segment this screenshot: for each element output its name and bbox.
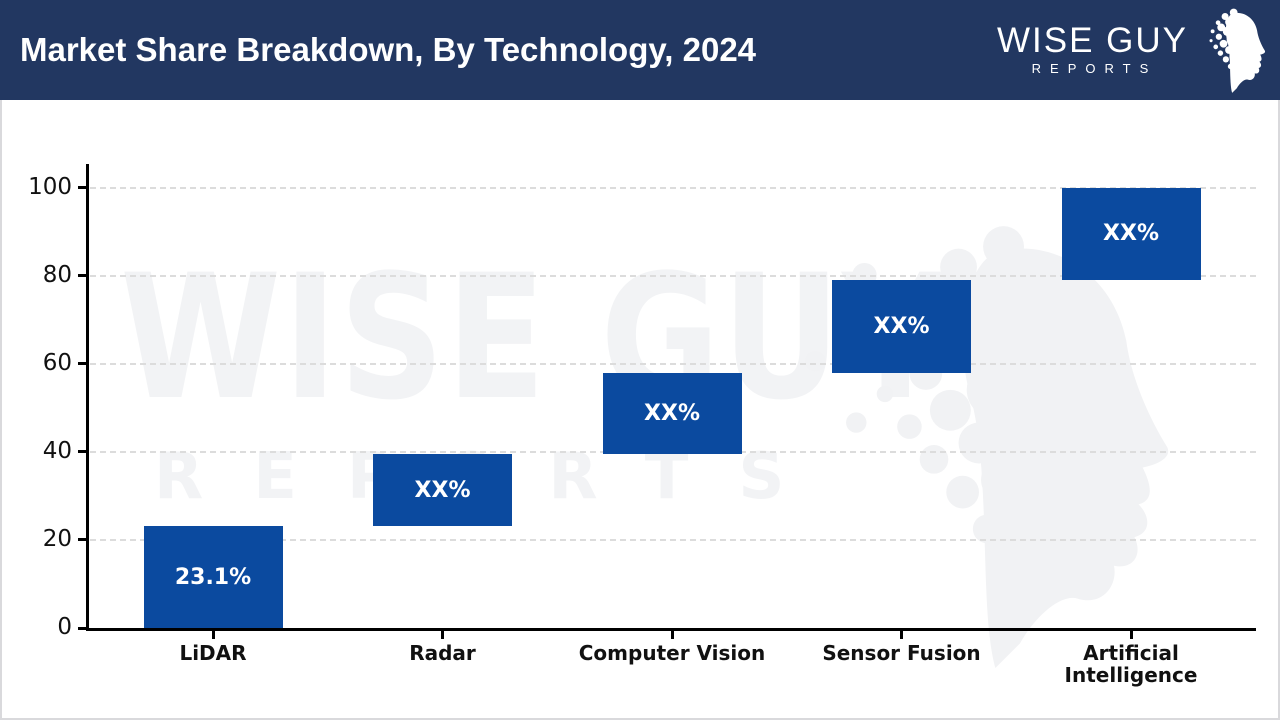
gridline-y60	[90, 362, 1256, 365]
ytick-label-20: 20	[42, 525, 72, 552]
logo-text: WISE GUY REPORTS	[996, 21, 1188, 76]
bar-value-label: XX%	[414, 477, 471, 503]
logo-head-icon	[1209, 8, 1266, 93]
bar-radar: XX%	[373, 454, 512, 527]
xtick-mark-3	[900, 630, 903, 639]
bar-lidar: 23.1%	[143, 526, 283, 628]
bar-artificial-intelligence: XX%	[1061, 187, 1201, 280]
ytick-mark-60	[78, 362, 87, 366]
page-title: Market Share Breakdown, By Technology, 2…	[20, 31, 757, 68]
ytick-label-40: 40	[42, 437, 72, 464]
header-banner: Market Share Breakdown, By Technology, 2…	[0, 0, 1280, 100]
ytick-mark-80	[78, 274, 87, 278]
wise-guy-logo: WISE GUY REPORTS	[997, 0, 1268, 100]
xtick-label-1: Radar	[409, 641, 476, 665]
logo-wordmark: WISE GUY	[996, 21, 1188, 60]
xtick-mark-4	[1129, 630, 1133, 639]
chart-area: WISE GUY REPORTS 02040608010023.1%XX%XX%…	[0, 100, 1280, 720]
ytick-label-100: 100	[28, 173, 72, 200]
ytick-mark-100	[78, 186, 87, 189]
y-axis-spine	[86, 164, 89, 631]
xtick-mark-2	[670, 630, 674, 639]
bar-computer-vision: XX%	[602, 372, 742, 454]
x-axis-spine	[86, 628, 1256, 631]
watermark-head-icon	[805, 226, 1169, 668]
gridline-y80	[90, 274, 1256, 277]
bar-value-label: XX%	[1103, 221, 1159, 247]
bar-sensor-fusion: XX%	[832, 280, 971, 373]
ytick-label-0: 0	[57, 614, 72, 640]
ytick-mark-0	[78, 626, 87, 630]
ytick-mark-20	[78, 538, 87, 542]
bar-value-label: XX%	[873, 313, 930, 339]
gridline-y20	[90, 538, 1256, 541]
gridline-y100	[90, 186, 1256, 189]
xtick-label-4: Artificial Intelligence	[1064, 641, 1198, 687]
ytick-label-60: 60	[42, 349, 72, 376]
bar-value-label: 23.1%	[174, 564, 252, 590]
xtick-mark-0	[211, 630, 215, 639]
xtick-label-0: LiDAR	[179, 641, 247, 665]
xtick-label-2: Computer Vision	[578, 641, 766, 665]
xtick-label-3: Sensor Fusion	[822, 641, 981, 665]
ytick-mark-40	[78, 450, 87, 454]
ytick-label-80: 80	[42, 261, 72, 288]
watermark-wordmark: WISE GUY	[120, 237, 950, 438]
xtick-mark-1	[441, 630, 444, 639]
logo-subtitle: REPORTS	[1031, 61, 1158, 76]
bar-value-label: XX%	[644, 400, 700, 426]
